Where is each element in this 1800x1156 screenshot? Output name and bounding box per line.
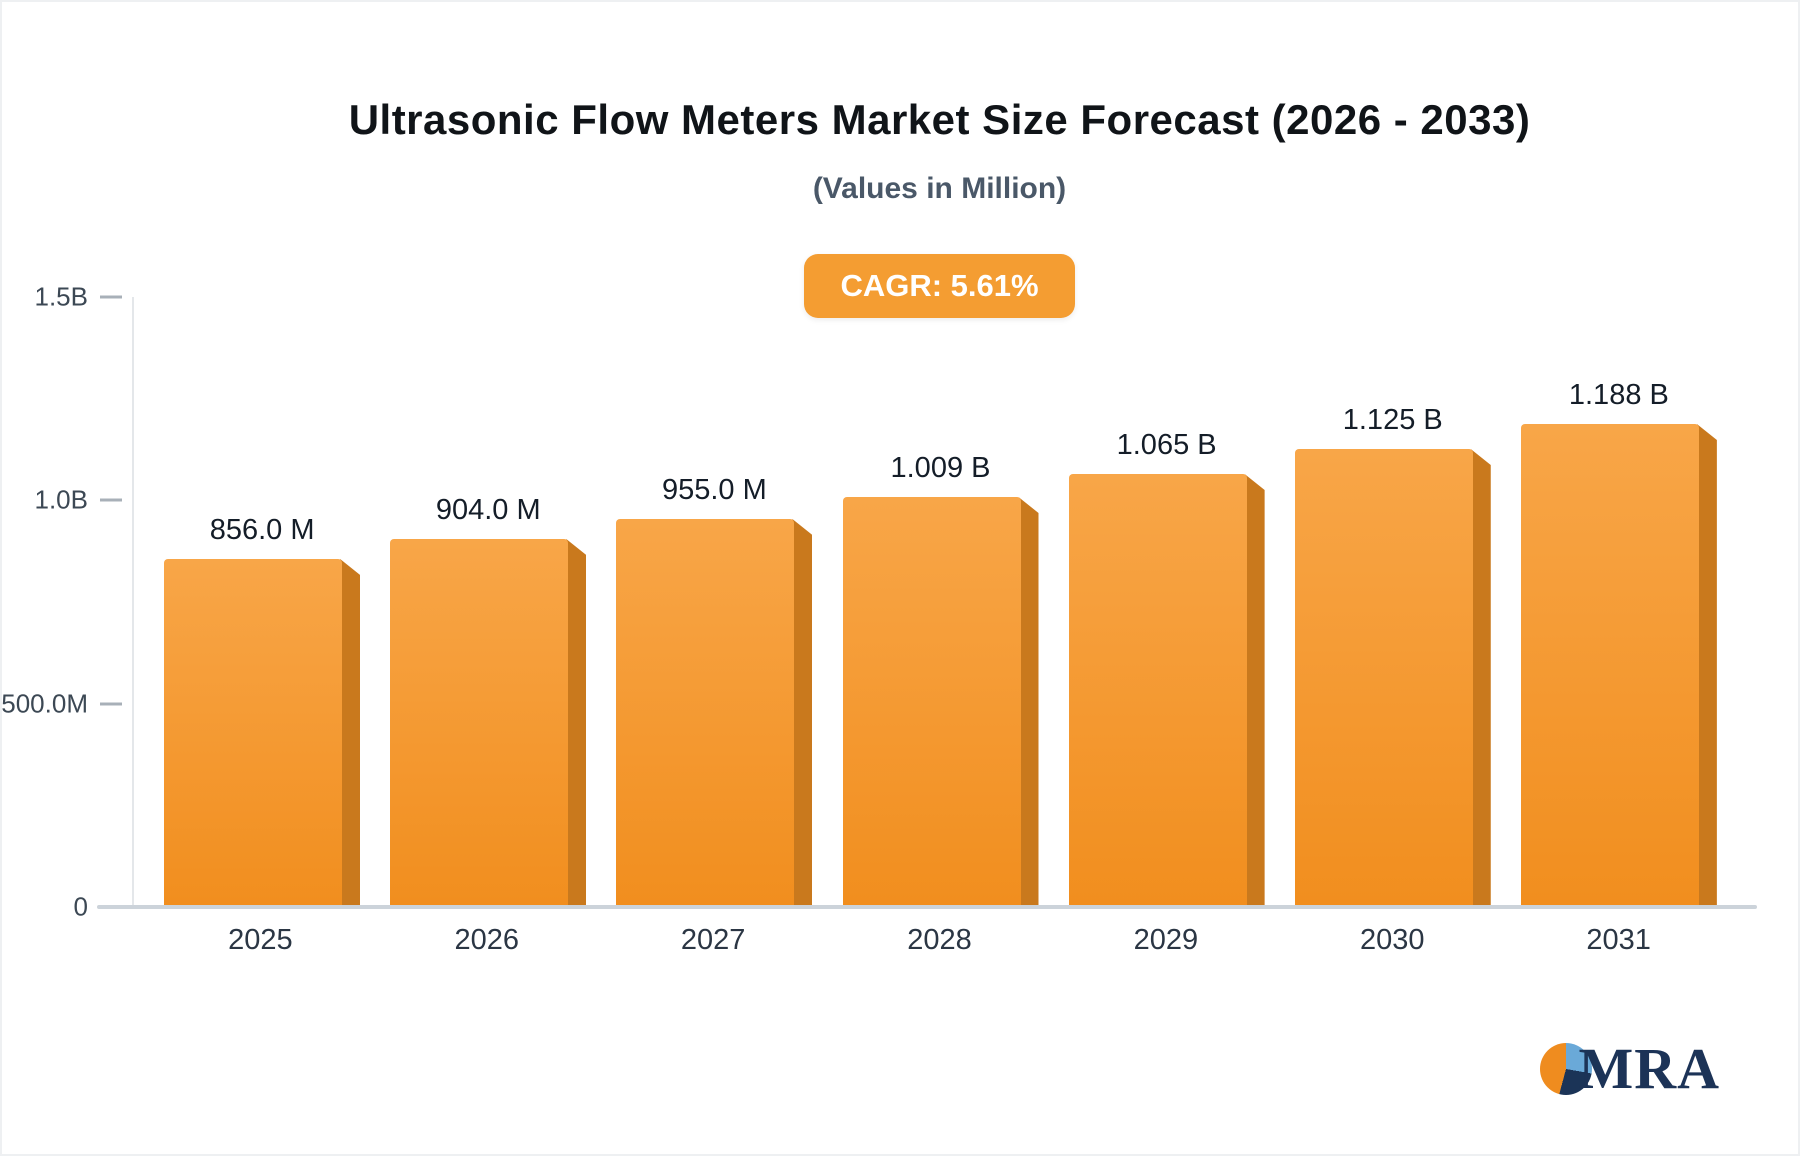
bar-2025 <box>164 559 361 907</box>
x-axis-label: 2025 <box>228 924 293 956</box>
bar-slot-2028: 1.009 B <box>842 452 1039 907</box>
bar-slot-2025: 856.0 M <box>164 514 361 907</box>
bar-value-label: 1.009 B <box>890 452 991 484</box>
bars-row: 856.0 M 904.0 M 955.0 M 1.009 B 1.065 B 1.125… <box>134 297 1747 907</box>
badge-row: CAGR: 5.61% <box>132 254 1747 318</box>
bar-value-label: 1.188 B <box>1568 379 1669 411</box>
bar-slot-2031: 1.188 B <box>1520 379 1717 907</box>
y-tick-dash <box>100 702 122 706</box>
x-axis-label: 2031 <box>1586 924 1651 956</box>
bar-side-face <box>1244 474 1265 907</box>
bar-slot-2029: 1.065 B <box>1068 429 1265 907</box>
x-axis-label: 2026 <box>454 924 519 956</box>
bar-front-face <box>616 519 795 907</box>
bar-slot-2027: 955.0 M <box>616 474 813 907</box>
y-tick: 1.0B <box>2 484 122 516</box>
x-axis-label: 2030 <box>1359 924 1425 956</box>
page-title: Ultrasonic Flow Meters Market Size Forec… <box>348 96 1531 143</box>
x-axis-line <box>97 905 1757 909</box>
bar-front-face <box>1068 474 1247 907</box>
bar-2026 <box>390 539 587 907</box>
bar-front-face <box>842 497 1021 907</box>
plot-area: 1.5B 1.0B 500.0M 0 856.0 M 904.0 M 955.0 M 1.0… <box>2 282 1747 922</box>
bar-side-face <box>340 559 361 907</box>
x-axis-label: 2027 <box>680 924 746 956</box>
bar-front-face <box>390 539 569 907</box>
y-tick-dash <box>100 295 122 299</box>
cagr-badge: CAGR: 5.61% <box>804 254 1075 318</box>
bar-2027 <box>616 519 813 907</box>
y-tick-label: 0 <box>73 891 88 922</box>
bar-slot-2026: 904.0 M <box>390 494 587 907</box>
y-tick-label: 1.5B <box>34 281 89 312</box>
bar-value-label: 1.065 B <box>1116 429 1217 461</box>
bar-front-face <box>164 559 343 907</box>
brand-logo: MRA <box>1540 1035 1720 1102</box>
y-tick-dash <box>100 498 122 502</box>
bar-side-face <box>566 539 587 907</box>
logo-text: MRA <box>1578 1036 1720 1101</box>
bar-value-label: 856.0 M <box>209 514 315 546</box>
bar-side-face <box>1696 424 1717 907</box>
x-axis-label: 2028 <box>907 924 972 956</box>
bar-2031 <box>1520 424 1717 907</box>
bar-2030 <box>1294 449 1491 907</box>
bar-side-face <box>1018 497 1039 907</box>
x-axis-labels: 2025 2026 2027 2028 2029 2030 2031 <box>132 924 1747 957</box>
bar-side-face <box>1470 449 1491 907</box>
bar-2029 <box>1068 474 1265 907</box>
y-tick: 1.5B <box>2 281 122 313</box>
bar-front-face <box>1520 424 1699 907</box>
bar-slot-2030: 1.125 B <box>1294 404 1491 907</box>
chart-subtitle: (Values in Million) <box>812 172 1067 205</box>
logo-pie-icon <box>1540 1042 1593 1095</box>
bar-value-label: 955.0 M <box>661 474 767 506</box>
bar-value-label: 904.0 M <box>435 494 541 526</box>
y-tick: 500.0M <box>1 688 122 719</box>
bar-value-label: 1.125 B <box>1342 404 1443 436</box>
y-tick-label: 1.0B <box>34 484 89 515</box>
x-axis-label: 2029 <box>1133 924 1199 956</box>
y-tick-label: 500.0M <box>1 688 88 719</box>
bar-2028 <box>842 497 1039 907</box>
bar-side-face <box>792 519 813 907</box>
bar-front-face <box>1294 449 1473 907</box>
